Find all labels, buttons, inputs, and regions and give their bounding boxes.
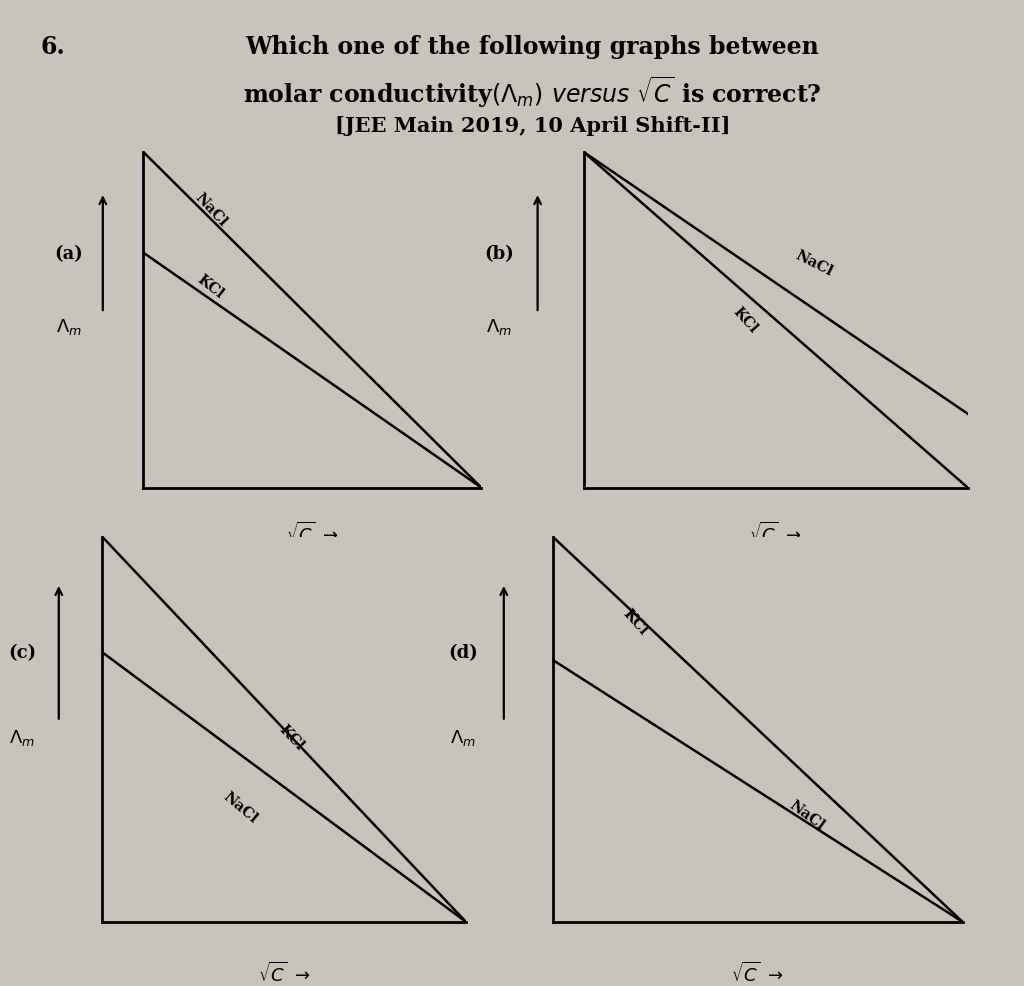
Text: NaCl: NaCl: [193, 190, 229, 230]
Text: (d): (d): [447, 644, 478, 662]
Text: KCl: KCl: [730, 305, 760, 336]
Text: KCl: KCl: [620, 606, 650, 638]
Text: $\sqrt{C}\ \rightarrow$: $\sqrt{C}\ \rightarrow$: [258, 960, 310, 984]
Text: (b): (b): [484, 245, 514, 262]
Text: $\Lambda_m$: $\Lambda_m$: [450, 728, 476, 747]
Text: $\Lambda_m$: $\Lambda_m$: [9, 728, 36, 747]
Text: Which one of the following graphs between: Which one of the following graphs betwee…: [246, 35, 819, 58]
Text: $\Lambda_m$: $\Lambda_m$: [56, 317, 82, 337]
Text: $\Lambda_m$: $\Lambda_m$: [486, 317, 512, 337]
Text: NaCl: NaCl: [220, 789, 260, 824]
Text: [JEE Main 2019, 10 April Shift-II]: [JEE Main 2019, 10 April Shift-II]: [335, 116, 730, 136]
Text: NaCl: NaCl: [793, 248, 836, 279]
Text: molar conductivity$(\Lambda_m)$ $\mathit{versus}\ \sqrt{C}$ is correct?: molar conductivity$(\Lambda_m)$ $\mathit…: [243, 75, 822, 110]
Text: $\sqrt{C}\ \rightarrow$: $\sqrt{C}\ \rightarrow$: [286, 522, 339, 545]
Text: $\sqrt{C}\ \rightarrow$: $\sqrt{C}\ \rightarrow$: [750, 522, 802, 545]
Text: KCl: KCl: [276, 722, 307, 752]
Text: (c): (c): [8, 644, 37, 662]
Text: (a): (a): [54, 245, 83, 262]
Text: $\sqrt{C}\ \rightarrow$: $\sqrt{C}\ \rightarrow$: [731, 960, 784, 984]
Text: NaCl: NaCl: [786, 797, 827, 831]
Text: 6.: 6.: [41, 35, 66, 58]
Text: KCl: KCl: [195, 272, 227, 302]
